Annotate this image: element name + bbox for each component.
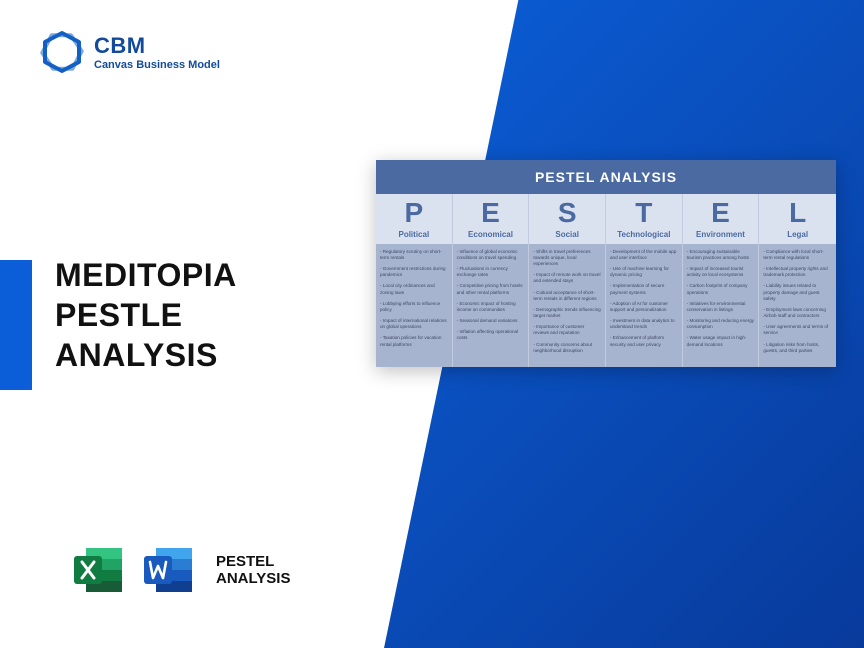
pestel-item: - Compliance with local short-term renta… [763,249,832,261]
title-line: PESTLE [55,295,237,335]
pestel-item: - Enhancement of platform security and u… [610,335,678,347]
pestel-item: - Regulatory scrutiny on short-term rent… [380,249,448,261]
pestel-item: - Seasonal demand variations [457,318,525,324]
pestel-category: Technological [606,230,682,244]
logo-title: CBM [94,33,220,59]
pestel-item: - Impact of international relations on g… [380,318,448,330]
pestel-item: - Government restrictions during pandemi… [380,266,448,278]
pestel-column: PPolitical - Regulatory scrutiny on short… [376,194,453,367]
pestel-card: PESTEL ANALYSIS PPolitical - Regulatory s… [376,160,836,367]
pestel-item: - Competitive pricing from hotels and ot… [457,283,525,295]
pestel-items: - Encouraging sustainable tourism practi… [683,244,759,361]
pestel-letter: S [529,194,605,230]
pestel-category: Environment [683,230,759,244]
pestel-item: - Lobbying efforts to influence policy [380,301,448,313]
pestel-column: EEnvironment - Encouraging sustainable to… [683,194,760,367]
title-line: MEDITOPIA [55,255,237,295]
word-icon [140,542,196,598]
logo-subtitle: Canvas Business Model [94,59,220,71]
pestel-item: - Impact of remote work on travel and ex… [533,272,601,284]
pestel-item: - Investment in data analytics to unders… [610,318,678,330]
pestel-letter: E [683,194,759,230]
pestel-category: Economical [453,230,529,244]
pestel-items: - Regulatory scrutiny on short-term rent… [376,244,452,361]
logo: CBM Canvas Business Model [40,30,220,74]
pestel-items: - Shifts in travel preferences towards u… [529,244,605,367]
pestel-item: - Initiatives for environmental conserva… [687,301,755,313]
pestel-grid: PPolitical - Regulatory scrutiny on short… [376,194,836,367]
pestel-item: - Taxation policies for vacation rental … [380,335,448,347]
excel-icon [70,542,126,598]
pestel-items: - Development of the mobile app and user… [606,244,682,361]
pestel-item: - Encouraging sustainable tourism practi… [687,249,755,261]
pestel-column: EEconomical - Influence of global economi… [453,194,530,367]
pestel-item: - Local city ordinances and zoning laws [380,283,448,295]
pestel-item: - User agreements and terms of service [763,324,832,336]
pestel-item: - Carbon footprint of company operations [687,283,755,295]
file-icons: PESTEL ANALYSIS [70,542,290,598]
pestel-item: - Fluctuations in currency exchange rate… [457,266,525,278]
pestel-item: - Development of the mobile app and user… [610,249,678,261]
pestel-letter: E [453,194,529,230]
pestel-item: - Economic impact of hosting income on c… [457,301,525,313]
pestel-item: - Demographic trends influencing target … [533,307,601,319]
pestel-item: - Monitoring and reducing energy consump… [687,318,755,330]
pestel-item: - Influence of global economic condition… [457,249,525,261]
pestel-item: - Liability issues related to property d… [763,283,832,302]
pestel-item: - Shifts in travel preferences towards u… [533,249,601,268]
pestel-item: - Employment laws concerning Airbnb staf… [763,307,832,319]
page-title: MEDITOPIA PESTLE ANALYSIS [55,255,237,375]
title-line: ANALYSIS [55,335,237,375]
pestel-item: - Water usage impact in high-demand loca… [687,335,755,347]
pestel-item: - Community concerns about neighborhood … [533,342,601,354]
pestel-item: - Intellectual property rights and trade… [763,266,832,278]
file-label: PESTEL ANALYSIS [216,553,290,588]
pestel-items: - Influence of global economic condition… [453,244,529,355]
pestel-letter: T [606,194,682,230]
logo-icon [40,30,84,74]
pestel-item: - Impact of increased tourist activity o… [687,266,755,278]
pestel-item: - Inflation affecting operational costs [457,329,525,341]
pestel-column: SSocial - Shifts in travel preferences to… [529,194,606,367]
accent-bar [0,260,32,390]
file-label-line: ANALYSIS [216,570,290,587]
pestel-title: PESTEL ANALYSIS [376,160,836,194]
pestel-column: TTechnological - Development of the mobil… [606,194,683,367]
pestel-item: - Use of machine learning for dynamic pr… [610,266,678,278]
pestel-column: LLegal - Compliance with local short-term… [759,194,836,367]
pestel-letter: P [376,194,452,230]
pestel-item: - Importance of customer reviews and rep… [533,324,601,336]
pestel-item: - Litigation risks from hosts, guests, a… [763,342,832,354]
pestel-item: - Cultural acceptance of short-term rent… [533,290,601,302]
pestel-letter: L [759,194,836,230]
pestel-category: Legal [759,230,836,244]
pestel-category: Social [529,230,605,244]
pestel-items: - Compliance with local short-term renta… [759,244,836,367]
pestel-item: - Adoption of AI for customer support an… [610,301,678,313]
file-label-line: PESTEL [216,553,290,570]
pestel-category: Political [376,230,452,244]
pestel-item: - Implementation of secure payment syste… [610,283,678,295]
